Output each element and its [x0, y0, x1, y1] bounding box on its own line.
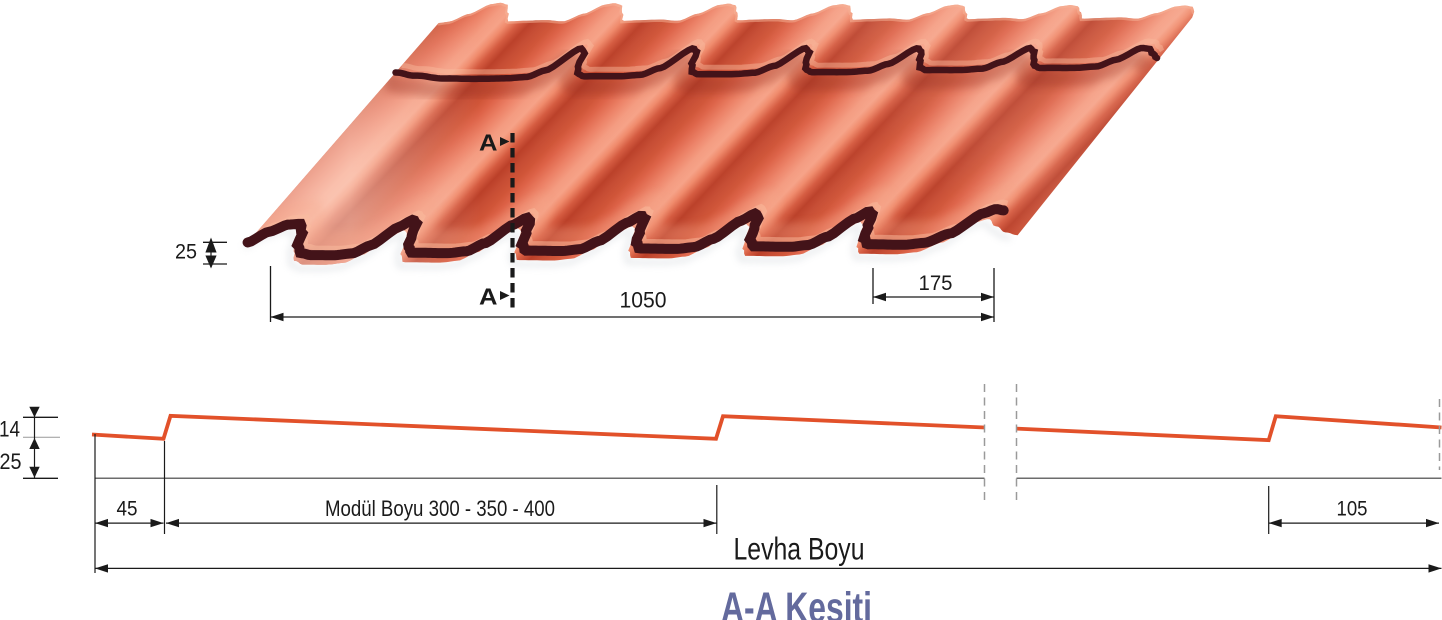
svg-text:105: 105: [1337, 498, 1368, 521]
svg-text:14: 14: [0, 417, 20, 442]
svg-text:A-A Kesiti: A-A Kesiti: [721, 584, 872, 620]
svg-text:A: A: [479, 284, 498, 310]
svg-text:1050: 1050: [620, 288, 667, 313]
svg-text:A: A: [479, 130, 498, 156]
svg-text:25: 25: [175, 241, 197, 264]
svg-text:25: 25: [0, 449, 22, 474]
svg-text:Modül Boyu 300 - 350 - 400: Modül Boyu 300 - 350 - 400: [325, 496, 555, 521]
svg-text:175: 175: [919, 272, 953, 295]
svg-text:45: 45: [117, 498, 138, 521]
svg-text:Levha Boyu: Levha Boyu: [734, 531, 865, 567]
